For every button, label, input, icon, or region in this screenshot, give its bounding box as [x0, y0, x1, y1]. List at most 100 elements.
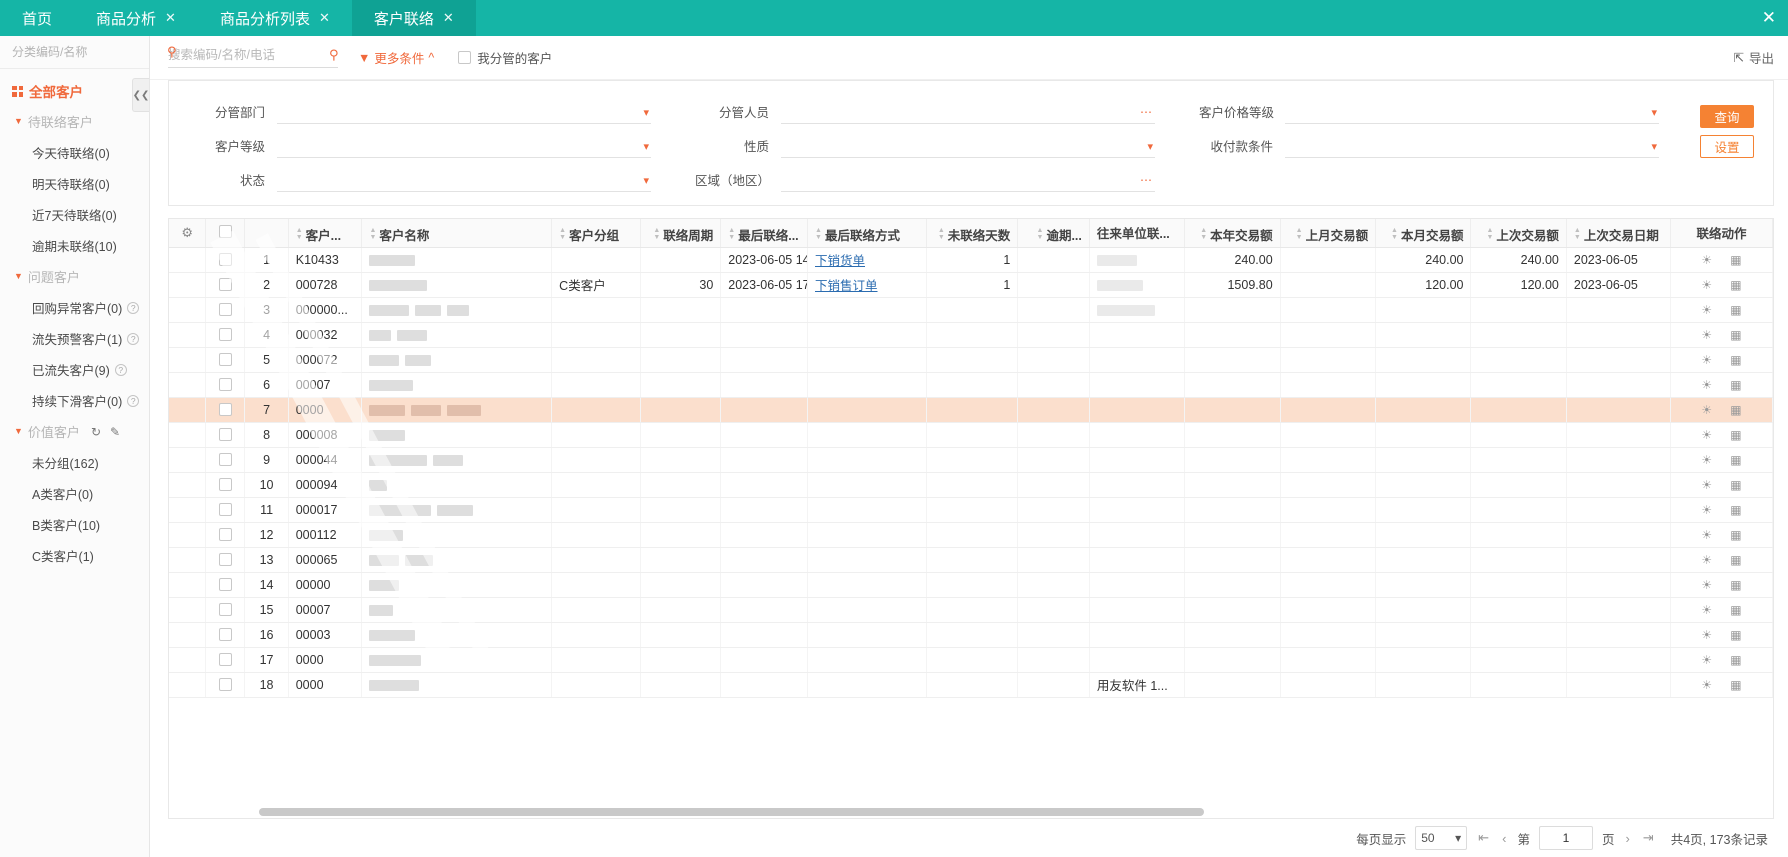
contact-icon[interactable]: ☀ [1701, 552, 1713, 567]
table-row[interactable]: 10 000094 ☀ ▦ [169, 472, 1773, 498]
column-header-code[interactable]: ▲ ▼ 客户... [288, 219, 363, 248]
close-icon[interactable]: ✕ [165, 10, 176, 25]
sidebar-collapse-icon[interactable]: ❮❮ [132, 78, 149, 112]
filter-picker[interactable]: ⋯ [781, 101, 1155, 124]
table-row[interactable]: 8 000008 ☀ ▦ [169, 422, 1773, 448]
sidebar-group-problem-customers[interactable]: ▼ 问题客户 [0, 261, 149, 292]
contact-icon[interactable]: ☀ [1701, 577, 1713, 592]
cell-check[interactable] [205, 372, 246, 398]
sidebar-item-7days-pending[interactable]: 近7天待联络(0) [0, 199, 149, 230]
qrcode-icon[interactable]: ▦ [1730, 452, 1742, 467]
contact-method-link[interactable]: 下销货单 [815, 254, 866, 268]
table-row[interactable]: 16 00003 ☀ ▦ [169, 622, 1773, 648]
filter-picker[interactable]: ⋯ [781, 169, 1155, 192]
filter-select[interactable]: ▾ [277, 101, 651, 124]
cell-check[interactable] [205, 397, 246, 423]
cell-check[interactable] [205, 572, 246, 598]
row-checkbox[interactable] [218, 653, 232, 666]
qrcode-icon[interactable]: ▦ [1730, 477, 1742, 492]
row-checkbox[interactable] [218, 428, 232, 441]
gear-icon[interactable]: ⚙ [181, 224, 193, 240]
column-header-lastway[interactable]: ▲ ▼ 最后联络方式 [807, 219, 928, 248]
sidebar-item-today-pending[interactable]: 今天待联络(0) [0, 137, 149, 168]
qrcode-icon[interactable]: ▦ [1730, 627, 1742, 642]
filter-select[interactable]: ▾ [781, 135, 1155, 158]
tab-product-analysis[interactable]: 商品分析 ✕ [74, 0, 198, 36]
tab-product-analysis-list[interactable]: 商品分析列表 ✕ [198, 0, 352, 36]
cell-check[interactable] [205, 247, 246, 273]
sort-icon[interactable]: ▲ ▼ [815, 227, 822, 242]
column-header-cycle[interactable]: ▲ ▼ 联络周期 [640, 219, 722, 248]
sort-icon[interactable]: ▲ ▼ [1391, 227, 1398, 242]
cell-lastway[interactable]: 下销货单 [807, 247, 928, 273]
sort-icon[interactable]: ▲ ▼ [1295, 227, 1303, 242]
search-icon[interactable]: ⚲ [167, 44, 177, 59]
sidebar-item-class-b[interactable]: B类客户(10) [0, 509, 149, 540]
last-page-button[interactable]: ⇥ [1642, 830, 1654, 845]
qrcode-icon[interactable]: ▦ [1730, 502, 1742, 517]
qrcode-icon[interactable]: ▦ [1730, 302, 1742, 317]
table-row[interactable]: 15 00007 ☀ ▦ [169, 597, 1773, 623]
close-all-tabs-icon[interactable]: ✕ [1761, 8, 1776, 27]
filter-select[interactable]: ▾ [1285, 135, 1659, 158]
sidebar-item-churned[interactable]: 已流失客户(9) ? [0, 354, 149, 385]
tab-home[interactable]: 首页 [0, 0, 74, 36]
sidebar-item-class-c[interactable]: C类客户(1) [0, 540, 149, 571]
sort-icon[interactable]: ▲ ▼ [1486, 227, 1494, 242]
edit-icon[interactable]: ✎ [110, 424, 121, 439]
cell-check[interactable] [205, 472, 246, 498]
row-checkbox[interactable] [218, 628, 232, 641]
row-checkbox[interactable] [218, 253, 232, 266]
cell-check[interactable] [205, 422, 246, 448]
row-checkbox[interactable] [218, 403, 232, 416]
column-header-yearamt[interactable]: ▲ ▼ 本年交易额 [1184, 219, 1281, 248]
contact-icon[interactable]: ☀ [1701, 402, 1713, 417]
cell-check[interactable] [205, 622, 246, 648]
column-header-thismon[interactable]: ▲ ▼ 本月交易额 [1375, 219, 1472, 248]
more-conditions-button[interactable]: ▼ 更多条件 ^ [358, 48, 434, 67]
cell-actions[interactable]: ☀ ▦ [1670, 497, 1773, 523]
cell-actions[interactable]: ☀ ▦ [1670, 322, 1773, 348]
cell-actions[interactable]: ☀ ▦ [1670, 247, 1773, 273]
table-row[interactable]: 1 K10433 2023-06-05 14: 下销货单 1 240.00 240.00 24… [169, 247, 1773, 273]
cell-check[interactable] [205, 522, 246, 548]
column-header-nocontact[interactable]: ▲ ▼ 未联络天数 [926, 219, 1019, 248]
sort-icon[interactable]: ▲ ▼ [1573, 227, 1581, 242]
sort-icon[interactable]: ▲ ▼ [369, 227, 377, 242]
column-header-group[interactable]: ▲ ▼ 客户分组 [551, 219, 642, 248]
sidebar-group-pending-contact[interactable]: ▼ 待联络客户 [0, 106, 149, 137]
contact-icon[interactable]: ☀ [1701, 377, 1713, 392]
qrcode-icon[interactable]: ▦ [1730, 652, 1742, 667]
sort-icon[interactable]: ▲ ▼ [1036, 227, 1044, 242]
table-row[interactable]: 3 000000... ☀ ▦ [169, 297, 1773, 323]
sidebar-item-overdue-uncontacted[interactable]: 逾期未联络(10) [0, 230, 149, 261]
table-row[interactable]: 5 000072 ☀ ▦ [169, 347, 1773, 373]
qrcode-icon[interactable]: ▦ [1730, 677, 1742, 692]
cell-check[interactable] [205, 647, 246, 673]
contact-icon[interactable]: ☀ [1701, 352, 1713, 367]
contact-method-link[interactable]: 下销售订单 [815, 279, 878, 293]
contact-icon[interactable]: ☀ [1701, 527, 1713, 542]
table-row[interactable]: 4 000032 ☀ ▦ [169, 322, 1773, 348]
table-row[interactable]: 2 000728 C类客户 30 2023-06-05 17: 下销售订单 1 1509.80… [169, 272, 1773, 298]
sidebar-item-tomorrow-pending[interactable]: 明天待联络(0) [0, 168, 149, 199]
row-checkbox[interactable] [218, 503, 232, 516]
help-icon[interactable]: ? [127, 301, 140, 314]
cell-check[interactable] [205, 447, 246, 473]
contact-icon[interactable]: ☀ [1701, 627, 1713, 642]
table-row[interactable]: 7 0000 ☀ ▦ [169, 397, 1773, 423]
column-header-lastmon[interactable]: ▲ ▼ 上月交易额 [1280, 219, 1377, 248]
toolbar-search[interactable]: ⚲ [168, 47, 339, 68]
contact-icon[interactable]: ☀ [1701, 502, 1713, 517]
row-checkbox[interactable] [218, 478, 232, 491]
contact-icon[interactable]: ☀ [1701, 677, 1713, 692]
qrcode-icon[interactable]: ▦ [1730, 327, 1742, 342]
row-checkbox[interactable] [218, 378, 232, 391]
sidebar-group-value-customers[interactable]: ▼ 价值客户 ↻ ✎ [0, 416, 149, 447]
column-header-lastdt[interactable]: ▲ ▼ 最后联络... [720, 219, 808, 248]
contact-icon[interactable]: ☀ [1701, 327, 1713, 342]
qrcode-icon[interactable]: ▦ [1730, 602, 1742, 617]
qrcode-icon[interactable]: ▦ [1730, 527, 1742, 542]
filter-select[interactable]: ▾ [277, 135, 651, 158]
sidebar-item-class-a[interactable]: A类客户(0) [0, 478, 149, 509]
